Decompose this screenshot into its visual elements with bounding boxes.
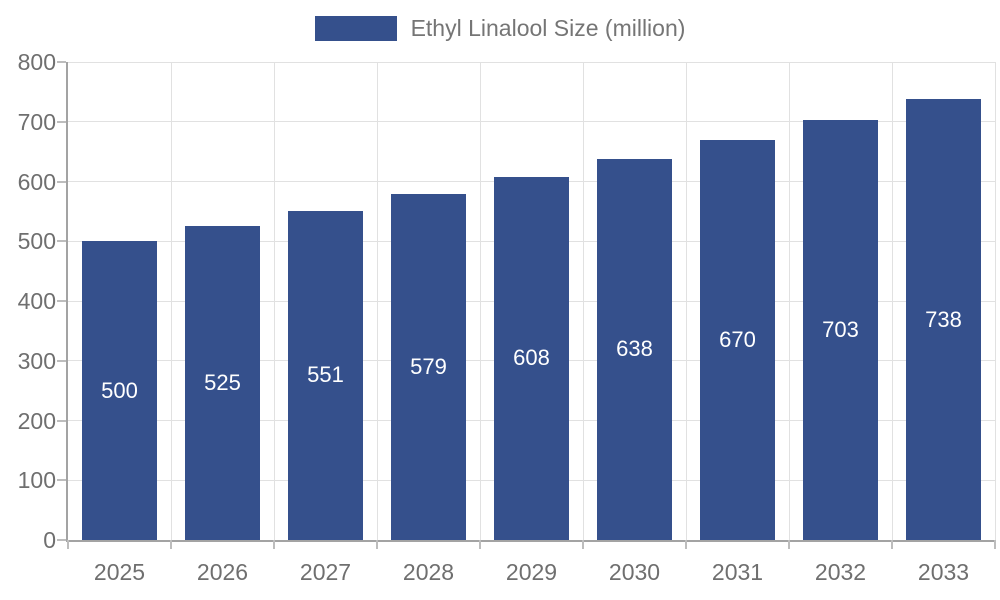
bar: 738 xyxy=(905,99,982,540)
x-axis-tick-label: 2031 xyxy=(711,559,764,585)
bar-value-label: 579 xyxy=(410,354,447,380)
bar: 525 xyxy=(184,226,261,540)
bar-value-label: 638 xyxy=(616,336,653,362)
x-gridline xyxy=(891,62,893,540)
y-axis-tick xyxy=(57,419,66,422)
x-gridline xyxy=(376,62,378,540)
x-gridline xyxy=(994,62,996,540)
y-axis-tick xyxy=(57,240,66,243)
y-axis-tick-label: 500 xyxy=(17,228,56,255)
y-axis-tick-label: 100 xyxy=(17,467,56,494)
y-axis-line xyxy=(66,62,68,540)
x-axis-tick-label: 2027 xyxy=(299,559,352,585)
x-axis-tick-label: 2029 xyxy=(505,559,558,585)
y-axis-tick xyxy=(57,61,66,63)
y-axis-tick xyxy=(57,479,66,482)
bar: 579 xyxy=(390,194,467,540)
chart-legend: Ethyl Linalool Size (million) xyxy=(0,15,1000,42)
bar-value-label: 608 xyxy=(513,345,550,371)
x-axis-tick xyxy=(685,540,687,549)
y-axis-tick xyxy=(57,120,66,123)
bar-value-label: 738 xyxy=(925,306,962,332)
x-axis-line xyxy=(66,540,995,542)
bar: 500 xyxy=(81,241,158,540)
y-axis-tick-label: 0 xyxy=(43,527,56,553)
x-axis-tick xyxy=(170,540,172,549)
x-axis-tick xyxy=(891,540,893,549)
y-axis-tick xyxy=(57,300,66,302)
y-gridline xyxy=(68,61,995,63)
x-gridline xyxy=(582,62,584,540)
x-axis-tick-label: 2033 xyxy=(917,559,970,585)
x-gridline xyxy=(170,62,172,540)
y-axis-tick xyxy=(57,180,66,183)
bar-value-label: 703 xyxy=(822,316,859,342)
x-gridline xyxy=(479,62,481,540)
x-axis-tick-label: 2030 xyxy=(608,559,661,585)
x-gridline xyxy=(788,62,790,540)
plot-area: 0 100 200 300 400 500 600 700 800 2025 500 2026 525 2… xyxy=(18,49,996,585)
x-axis-tick xyxy=(582,540,584,549)
x-axis-tick xyxy=(994,540,996,549)
bar-value-label: 670 xyxy=(719,326,756,352)
x-axis-tick xyxy=(67,540,69,549)
y-axis-tick-label: 800 xyxy=(17,49,56,75)
legend-swatch xyxy=(314,16,397,41)
bar: 608 xyxy=(493,176,570,540)
y-gridline xyxy=(68,121,995,123)
bar: 638 xyxy=(596,158,673,540)
bar: 703 xyxy=(802,119,879,540)
x-axis-tick xyxy=(788,540,790,549)
bar-value-label: 500 xyxy=(101,377,138,403)
x-axis-tick xyxy=(273,540,275,549)
y-axis-tick xyxy=(57,539,66,541)
x-axis-tick-label: 2025 xyxy=(93,559,146,585)
x-gridline xyxy=(685,62,687,540)
y-axis-tick-label: 700 xyxy=(17,108,56,135)
x-axis-tick xyxy=(376,540,378,549)
bar-value-label: 525 xyxy=(204,370,241,396)
bar: 551 xyxy=(287,210,364,540)
bar-value-label: 551 xyxy=(307,362,344,388)
y-axis-tick-label: 600 xyxy=(17,168,56,195)
y-axis-tick-label: 400 xyxy=(17,288,56,314)
x-axis-tick xyxy=(479,540,481,549)
legend-label: Ethyl Linalool Size (million) xyxy=(410,15,686,41)
x-axis-tick-label: 2026 xyxy=(196,559,249,585)
y-axis-tick-label: 300 xyxy=(17,347,56,374)
x-gridline xyxy=(273,62,275,540)
y-axis-tick-label: 200 xyxy=(17,407,56,434)
x-axis-tick-label: 2032 xyxy=(814,559,867,585)
y-axis-tick xyxy=(57,359,66,362)
x-axis-tick-label: 2028 xyxy=(402,559,455,585)
bar: 670 xyxy=(699,139,776,540)
